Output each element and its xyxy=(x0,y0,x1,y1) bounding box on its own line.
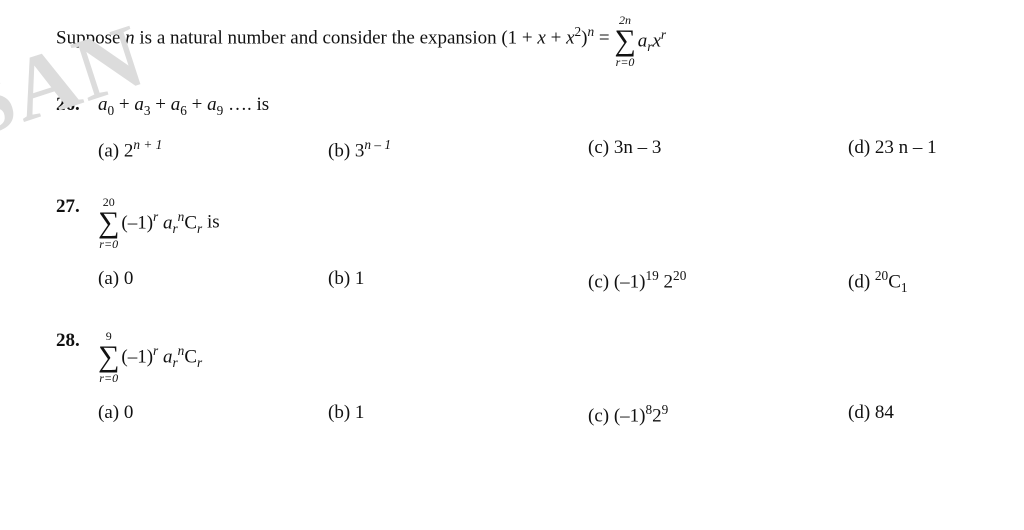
q26-b-pre: (b) 3 xyxy=(328,140,364,161)
intro-eq: = xyxy=(594,27,614,48)
q26-s6: 6 xyxy=(180,103,187,118)
q26-p3: + xyxy=(187,94,207,115)
q26-b-sup: n – 1 xyxy=(364,137,391,152)
q26-p1: + xyxy=(114,94,134,115)
q27-opt-a: (a) 0 xyxy=(98,268,328,296)
q28-C-sub: r xyxy=(197,355,202,370)
q27-opt-c: (c) (–1)19 220 xyxy=(588,268,848,296)
q27-options: (a) 0 (b) 1 (c) (–1)19 220 (d) 20C1 xyxy=(98,268,984,296)
q27-row: 27. 20 ∑ r=0 (–1)r arnCr is xyxy=(56,196,984,250)
q27-sum: 20 ∑ r=0 (–1)r arnCr xyxy=(98,196,202,250)
intro-sum: 2n ∑ r=0 arxr xyxy=(614,14,666,68)
q28-opt-b: (b) 1 xyxy=(328,402,588,427)
intro-sum-bot: r=0 xyxy=(616,56,635,68)
q27-sum-col: 20 ∑ r=0 xyxy=(98,196,119,250)
sigma-icon: ∑ xyxy=(614,26,635,56)
q26-a-sup: n + 1 xyxy=(133,137,162,152)
q26-opt-d: (d) 23 n – 1 xyxy=(848,137,937,162)
q27-opt-b: (b) 1 xyxy=(328,268,588,296)
q26-a9a: a xyxy=(207,94,217,115)
q28-c-pre: (c) (–1) xyxy=(588,406,646,427)
q28-m1: (–1) xyxy=(121,347,153,368)
q27-d-sup1: 20 xyxy=(875,268,888,283)
q27-d-pre: (d) xyxy=(848,271,875,292)
q26-opt-a: (a) 2n + 1 xyxy=(98,137,328,162)
q27-c-sup2: 20 xyxy=(673,268,686,283)
intro-n: n xyxy=(125,27,135,48)
intro-sum-col: 2n ∑ r=0 xyxy=(614,14,635,68)
intro-plus: + xyxy=(546,27,566,48)
intro-line: Suppose n is a natural number and consid… xyxy=(56,12,984,66)
intro-body-x-sup: r xyxy=(661,27,666,42)
intro-x1: x xyxy=(537,27,545,48)
q27-m1: (–1) xyxy=(121,212,153,233)
q27-sum-body: (–1)r arnCr xyxy=(121,209,202,237)
intro-mid: is a natural number and consider the exp… xyxy=(135,27,538,48)
q26-options: (a) 2n + 1 (b) 3n – 1 (c) 3n – 3 (d) 23 … xyxy=(98,137,984,162)
intro-body-a: a xyxy=(638,30,648,51)
q27-c-sp: 2 xyxy=(659,271,673,292)
q28-stem: 9 ∑ r=0 (–1)r arnCr xyxy=(98,330,202,384)
q26-row: 26. a0 + a3 + a6 + a9 …. is xyxy=(56,94,984,119)
q27-C: C xyxy=(184,212,197,233)
q27-c-sup1: 19 xyxy=(646,268,659,283)
q26-a3a: a xyxy=(134,94,144,115)
q27-d-sub: 1 xyxy=(901,280,908,295)
q28-sum: 9 ∑ r=0 (–1)r arnCr xyxy=(98,330,202,384)
q27-c-pre: (c) (–1) xyxy=(588,271,646,292)
q26-p2: + xyxy=(151,94,171,115)
q26-number: 26. xyxy=(56,94,98,116)
q26-tail: …. is xyxy=(223,94,269,115)
q28-opt-c: (c) (–1)829 xyxy=(588,402,848,427)
q27-number: 27. xyxy=(56,196,98,218)
q27-tail: is xyxy=(207,211,220,232)
q26-a6a: a xyxy=(171,94,181,115)
q28-row: 28. 9 ∑ r=0 (–1)r arnCr xyxy=(56,330,984,384)
q28-sum-bot: r=0 xyxy=(99,372,118,384)
q28-c-sup2: 9 xyxy=(662,402,669,417)
q26-a0a: a xyxy=(98,94,108,115)
sigma-icon: ∑ xyxy=(98,208,119,238)
sigma-icon: ∑ xyxy=(98,342,119,372)
q28-number: 28. xyxy=(56,330,98,352)
intro-lead: Suppose xyxy=(56,27,125,48)
q26-opt-c: (c) 3n – 3 xyxy=(588,137,848,162)
intro-sum-body: arxr xyxy=(638,27,666,55)
q28-sum-body: (–1)r arnCr xyxy=(121,343,202,371)
q28-opt-a: (a) 0 xyxy=(98,402,328,427)
q27-d-C: C xyxy=(888,271,901,292)
q26-opt-b: (b) 3n – 1 xyxy=(328,137,588,162)
q27-C-sub: r xyxy=(197,221,202,236)
intro-x2: x xyxy=(566,27,574,48)
q28-options: (a) 0 (b) 1 (c) (–1)829 (d) 84 xyxy=(98,402,984,427)
q28-c-two: 2 xyxy=(652,406,662,427)
q28-sum-col: 9 ∑ r=0 xyxy=(98,330,119,384)
q27-opt-d: (d) 20C1 xyxy=(848,268,908,296)
q28-opt-d: (d) 84 xyxy=(848,402,894,427)
q26-stem: a0 + a3 + a6 + a9 …. is xyxy=(98,94,269,119)
q27-stem: 20 ∑ r=0 (–1)r arnCr is xyxy=(98,196,220,250)
q27-sum-bot: r=0 xyxy=(99,238,118,250)
q26-s3: 3 xyxy=(144,103,151,118)
page: SAN Suppose n is a natural number and co… xyxy=(0,0,1024,530)
intro-body-x: x xyxy=(652,30,660,51)
q28-C: C xyxy=(184,347,197,368)
q26-a-pre: (a) 2 xyxy=(98,140,133,161)
